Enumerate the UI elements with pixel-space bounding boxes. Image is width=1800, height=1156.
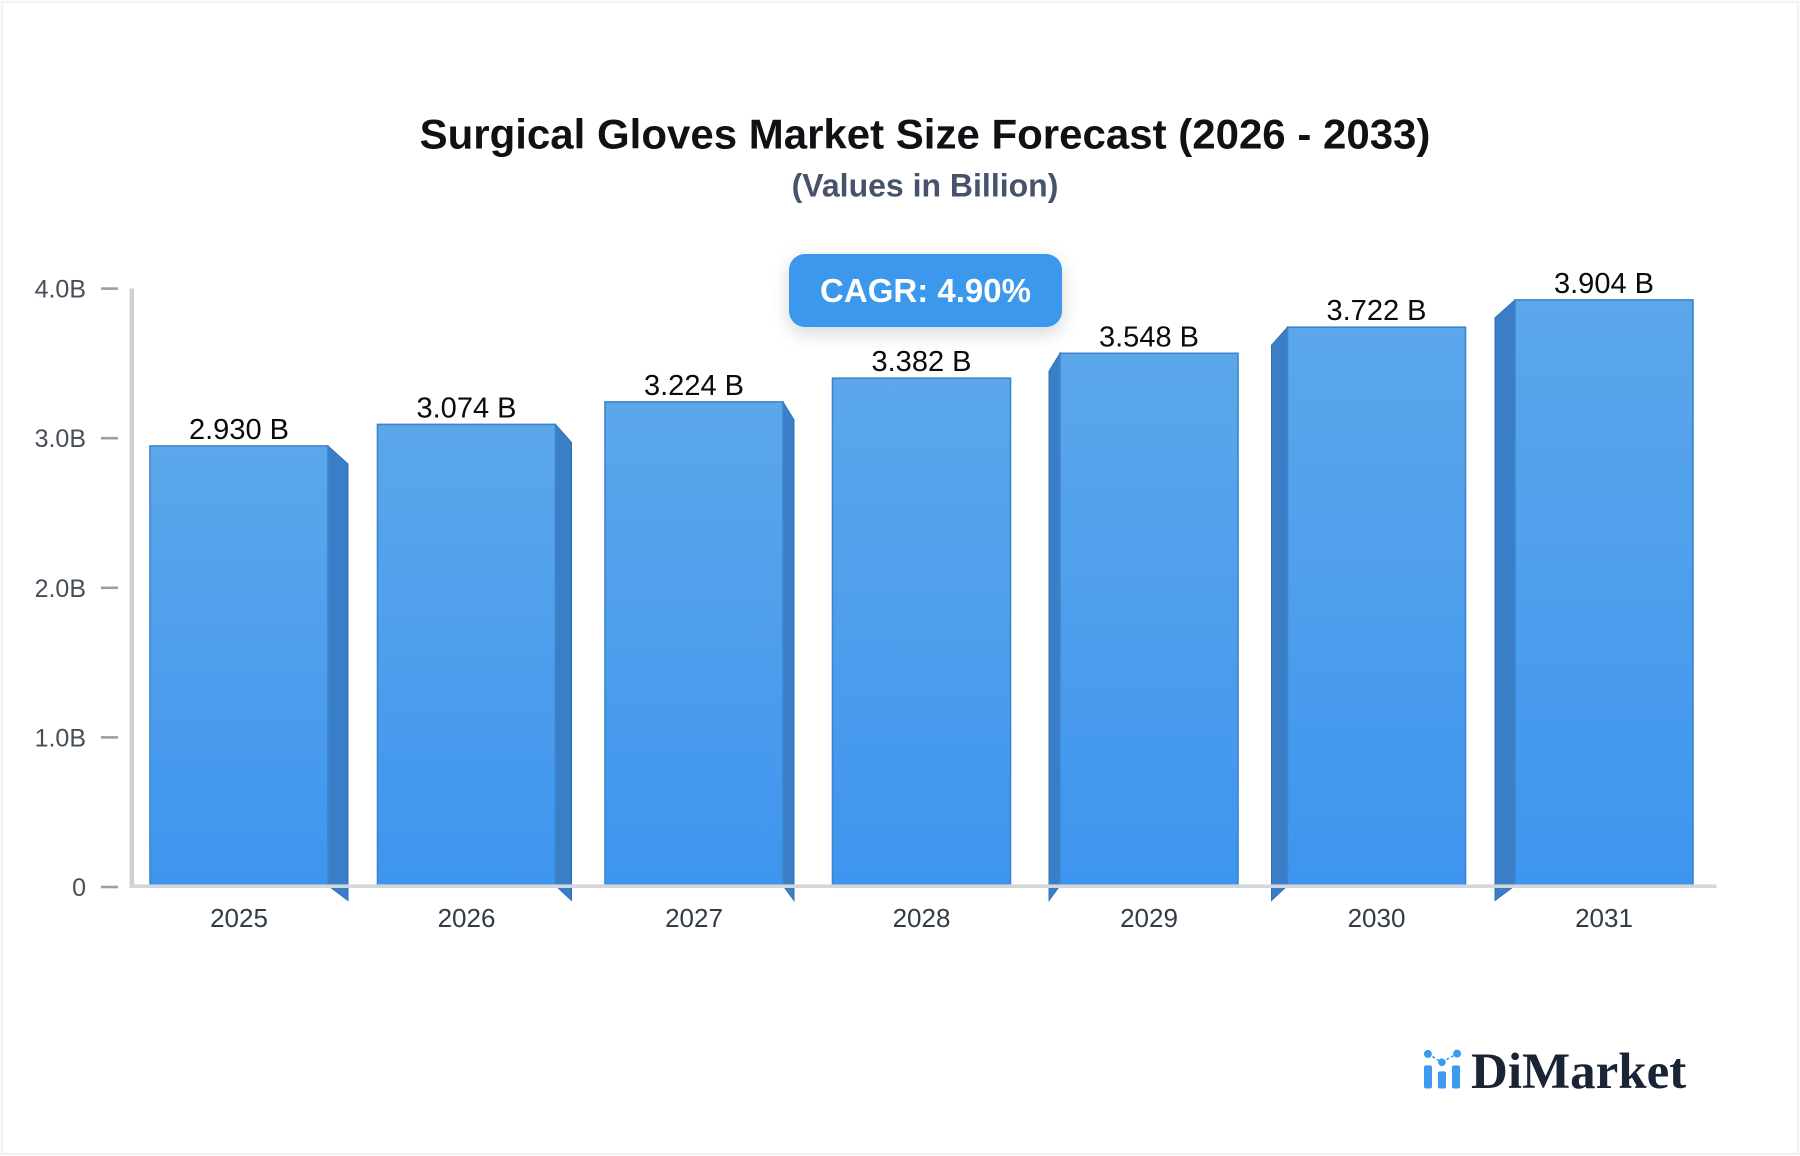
svg-text:2027: 2027 <box>665 903 723 933</box>
svg-text:2028: 2028 <box>893 903 951 933</box>
svg-text:3.722 B: 3.722 B <box>1327 295 1427 327</box>
svg-text:(Values in Billion): (Values in Billion) <box>792 167 1059 203</box>
svg-text:2.0B: 2.0B <box>35 575 86 603</box>
svg-text:2026: 2026 <box>438 903 496 933</box>
svg-text:3.904 B: 3.904 B <box>1554 268 1654 300</box>
svg-text:2030: 2030 <box>1348 903 1406 933</box>
svg-text:3.382 B: 3.382 B <box>872 346 972 378</box>
svg-text:1.0B: 1.0B <box>35 724 86 752</box>
svg-text:3.224 B: 3.224 B <box>644 370 744 402</box>
svg-text:3.548 B: 3.548 B <box>1099 321 1199 353</box>
svg-text:2.930 B: 2.930 B <box>189 414 289 446</box>
svg-text:2031: 2031 <box>1575 903 1633 933</box>
svg-text:0: 0 <box>72 874 86 902</box>
svg-text:2025: 2025 <box>210 903 268 933</box>
svg-text:CAGR: 4.90%: CAGR: 4.90% <box>820 272 1031 309</box>
svg-text:3.074 B: 3.074 B <box>417 392 517 424</box>
svg-text:Surgical Gloves Market Size Fo: Surgical Gloves Market Size Forecast (20… <box>420 111 1431 158</box>
svg-text:2029: 2029 <box>1120 903 1178 933</box>
svg-text:DiMarket: DiMarket <box>1471 1044 1686 1100</box>
svg-text:4.0B: 4.0B <box>35 276 86 304</box>
svg-text:3.0B: 3.0B <box>35 425 86 453</box>
